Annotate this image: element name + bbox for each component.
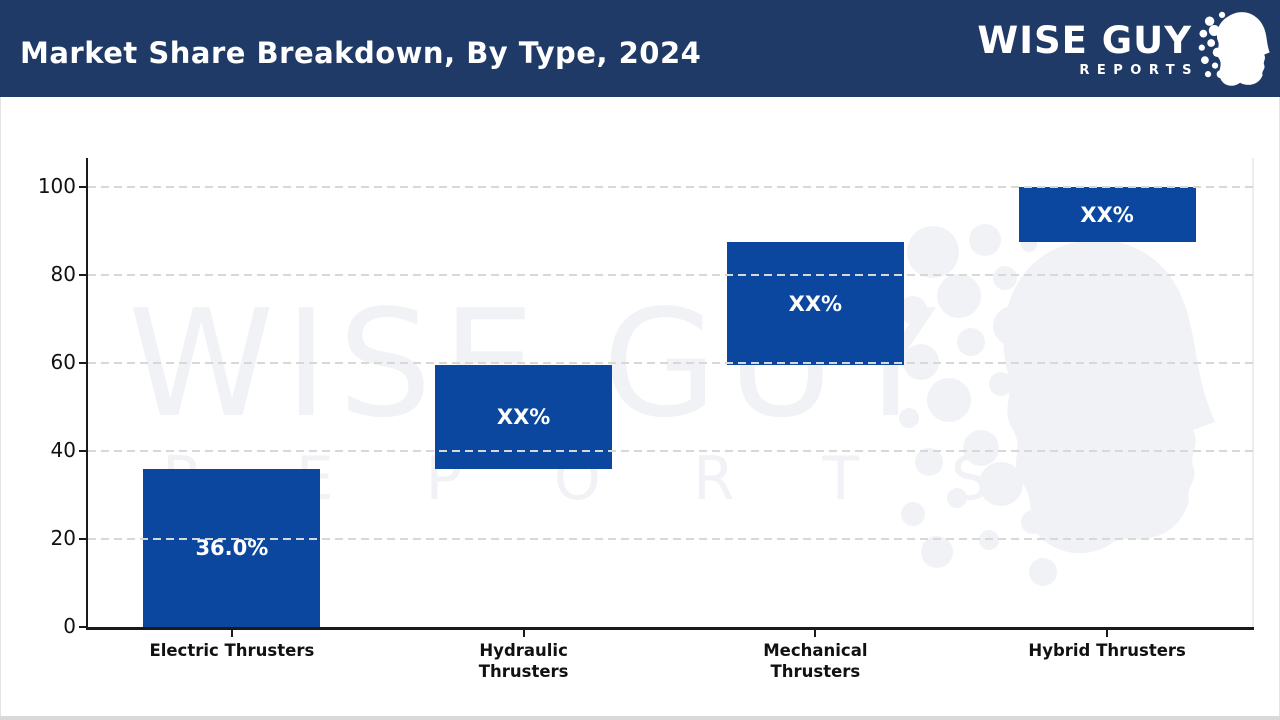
bar: XX% [435, 365, 613, 469]
gridline [88, 362, 1253, 364]
gridline [88, 450, 1253, 452]
y-tick-label: 40 [50, 438, 76, 462]
watermark-head-graphic [899, 224, 1215, 586]
y-tick-mark [79, 538, 86, 540]
page-title: Market Share Breakdown, By Type, 2024 [20, 36, 702, 70]
y-tick-label: 0 [63, 614, 76, 638]
x-tick-mark [230, 630, 233, 637]
y-tick-mark [79, 274, 86, 276]
x-category-label: Electric Thrusters [149, 641, 315, 660]
y-tick-mark [79, 186, 86, 188]
x-tick-mark [814, 630, 817, 637]
x-axis-line [86, 627, 1254, 630]
x-category-label: Hybrid Thrusters [1028, 641, 1186, 660]
y-tick-mark [79, 626, 86, 628]
y-tick-label: 100 [37, 174, 76, 198]
bar: XX% [726, 242, 904, 366]
logo-wordmark: WISE GUY [977, 19, 1192, 62]
x-tick-mark [1106, 630, 1109, 637]
y-tick-mark [79, 450, 86, 452]
logo-text: WISE GUY REPORTS [977, 19, 1192, 79]
y-tick-label: 60 [50, 350, 76, 374]
logo-head-icon [1198, 11, 1270, 86]
bar-value-label: XX% [788, 291, 843, 316]
x-category-label: Hydraulic Thrusters [478, 641, 569, 681]
bar: 36.0% [143, 468, 321, 627]
bar-value-label: XX% [496, 404, 551, 429]
y-tick-mark [79, 362, 86, 364]
bar: XX% [1018, 187, 1196, 242]
y-tick-label: 20 [50, 526, 76, 550]
x-tick-mark [522, 630, 525, 637]
y-tick-label: 80 [50, 262, 76, 286]
bar-value-label: XX% [1080, 202, 1134, 227]
gridline [88, 274, 1253, 276]
y-axis-line [86, 158, 88, 628]
x-category-label: Mechanical Thrusters [763, 641, 868, 681]
gridline [88, 538, 1253, 540]
plot-right-border [1252, 158, 1254, 628]
header-bar: Market Share Breakdown, By Type, 2024 WI… [0, 0, 1280, 97]
wise-guy-logo: WISE GUY REPORTS [977, 6, 1272, 94]
logo-subtitle: REPORTS [1079, 63, 1199, 78]
gridline [88, 186, 1253, 188]
